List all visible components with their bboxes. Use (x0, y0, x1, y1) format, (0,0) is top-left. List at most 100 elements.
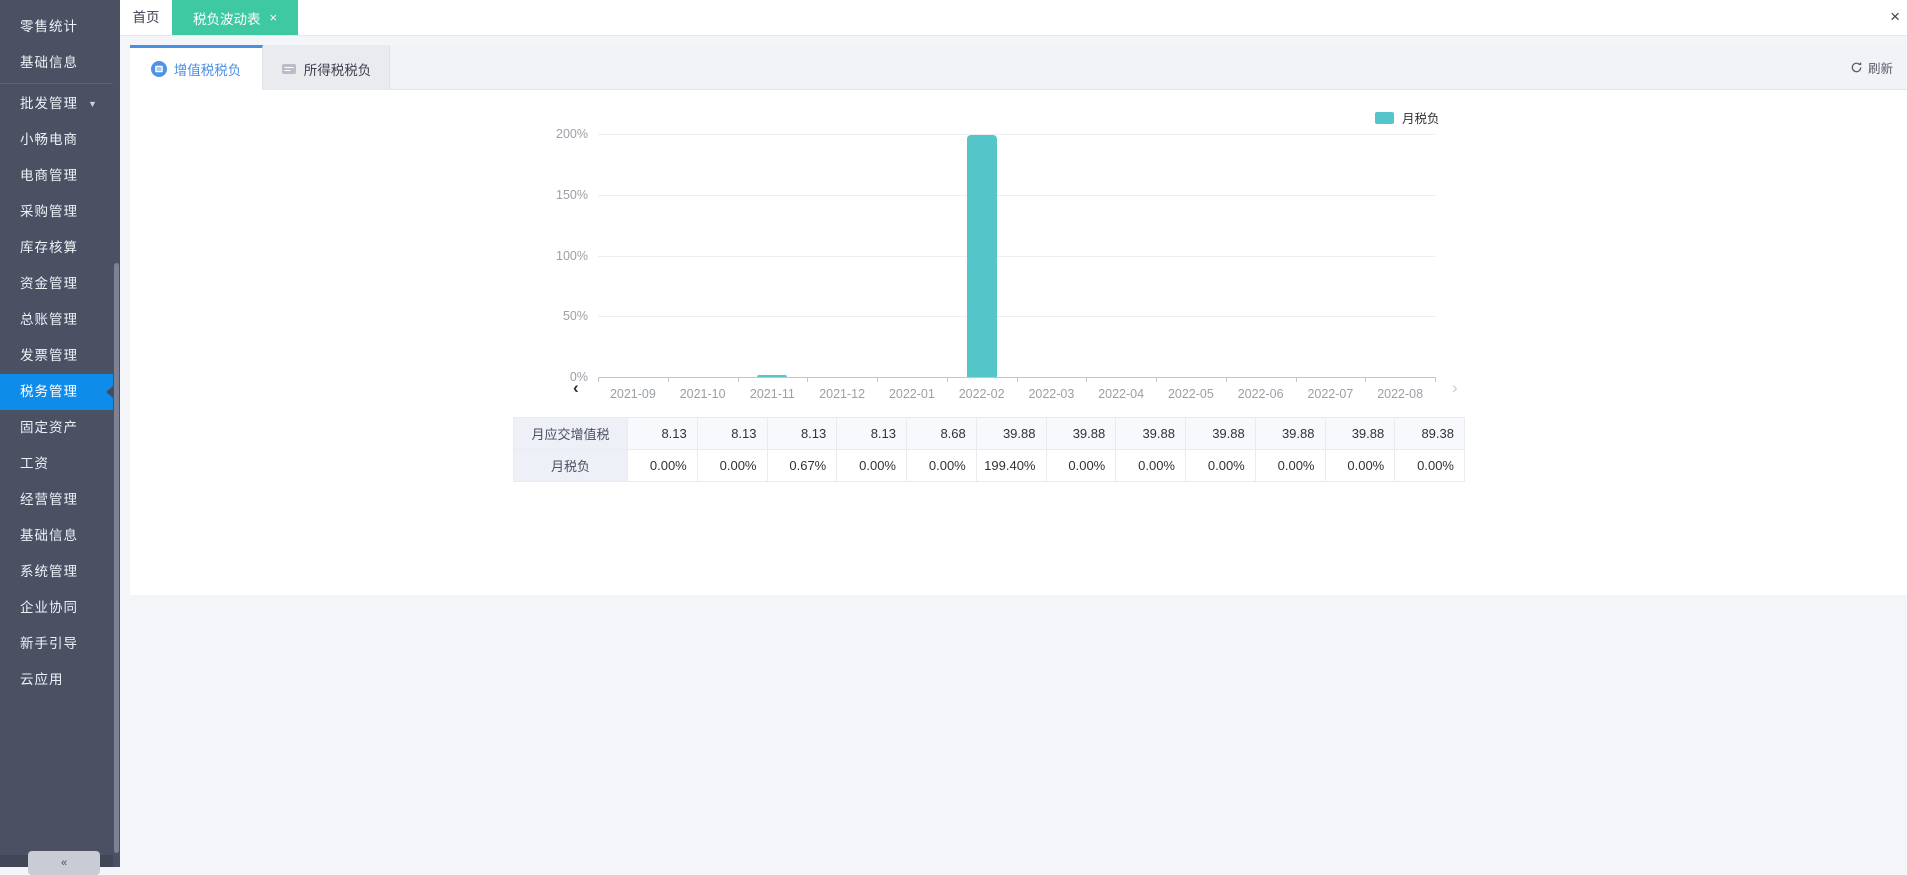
sidebar-item-basic-information-2[interactable]: 基础信息 (0, 518, 113, 554)
x-axis-tick (1295, 377, 1297, 382)
sidebar-item-inventory-accounting[interactable]: 库存核算 (0, 230, 113, 266)
sidebar-item-label: 小畅电商 (20, 132, 78, 147)
content-panel: 增值税税负 所得税税负 (130, 45, 1907, 595)
legend-item[interactable]: 月税负 (1375, 108, 1440, 127)
sidebar-item-label: 库存核算 (20, 240, 78, 255)
sidebar-item-label: 采购管理 (20, 204, 78, 219)
table-cell: 0.00% (836, 449, 907, 482)
table-cell: 0.00% (1324, 449, 1396, 482)
sidebar-scrollbar-thumb[interactable] (114, 263, 119, 853)
caret-down-icon: ▼ (88, 99, 98, 109)
y-axis-label: 150% (556, 187, 588, 202)
sidebar-item-label: 经营管理 (20, 492, 78, 507)
table-cell: 8.13 (696, 417, 768, 450)
data-table: 月应交增值税 8.13 8.13 8.13 8.13 8.68 39.88 39.88 39.8… (513, 417, 1465, 482)
gridline (598, 255, 1435, 257)
tab-close-icon[interactable]: × (269, 10, 278, 25)
sidebar-item-invoice-management[interactable]: 发票管理 (0, 338, 113, 374)
sidebar-collapse-button[interactable]: « (28, 851, 100, 875)
x-axis-label: 2021-09 (609, 387, 656, 401)
table-cell: 0.00% (1254, 449, 1326, 482)
tab-tax-fluctuation-label: 税负波动表 (192, 11, 261, 27)
sidebar-item-label: 工资 (20, 456, 49, 471)
table-cell: 39.88 (1254, 417, 1326, 450)
sidebar-item-label: 系统管理 (20, 564, 78, 579)
sidebar-scrollbar[interactable] (113, 0, 120, 867)
x-axis-tick (946, 377, 948, 382)
tab-tax-fluctuation[interactable]: 税负波动表 × (172, 0, 298, 35)
x-axis-label: 2022-04 (1098, 387, 1145, 401)
vat-tab-icon (150, 60, 167, 77)
sidebar-item-general-ledger[interactable]: 总账管理 (0, 302, 113, 338)
subtab-bar: 增值税税负 所得税税负 (130, 45, 1907, 90)
y-axis-label: 0% (569, 370, 588, 384)
sidebar-item-ecommerce-management[interactable]: 电商管理 (0, 158, 113, 194)
income-tax-tab-icon (281, 61, 297, 77)
table-cell: 0.67% (766, 449, 838, 482)
refresh-button[interactable]: 刷新 (1850, 58, 1893, 77)
pager-next-icon[interactable]: › (1452, 378, 1458, 397)
table-cell: 0.00% (1185, 449, 1256, 482)
sidebar-item-capital-management[interactable]: 资金管理 (0, 266, 113, 302)
sidebar-item-system-management[interactable]: 系统管理 (0, 554, 113, 590)
sidebar-item-business-management[interactable]: 经营管理 (0, 482, 113, 518)
x-axis-tick (807, 377, 809, 382)
y-axis-label: 200% (556, 127, 588, 141)
table-cell: 8.13 (766, 417, 838, 450)
sidebar-item-tax-management[interactable]: 税务管理 (0, 374, 113, 410)
chart-panel: 月税负 0% 50% 100% 150% 200% 2021-09 2021-10 2021… (130, 90, 1907, 595)
sidebar-item-beginner-guide[interactable]: 新手引导 (0, 626, 113, 662)
table-cell: 89.38 (1394, 417, 1465, 450)
sidebar-item-label: 云应用 (20, 672, 64, 687)
sidebar-item-label: 总账管理 (20, 312, 78, 327)
sidebar-divider (0, 83, 113, 84)
sidebar-item-cloud-apps[interactable]: 云应用 (0, 662, 113, 698)
table-cell: 0.00% (627, 449, 698, 482)
sidebar-item-label: 电商管理 (20, 168, 78, 183)
x-axis-label: 2021-11 (749, 387, 795, 401)
table-cell: 8.13 (836, 417, 907, 450)
table-cell: 199.40% (975, 449, 1047, 482)
x-axis-label: 2022-02 (958, 387, 1005, 401)
sidebar-item-label: 发票管理 (20, 348, 78, 363)
sidebar-item-payroll[interactable]: 工资 (0, 446, 113, 482)
sidebar-item-basic-information[interactable]: 基础信息 (0, 45, 113, 81)
x-axis-label: 2022-01 (888, 387, 935, 401)
table-cell: 8.13 (627, 417, 698, 450)
bar-chart-plot (598, 134, 1436, 382)
sidebar-item-purchase-management[interactable]: 采购管理 (0, 194, 113, 230)
refresh-label: 刷新 (1867, 61, 1893, 76)
table-cell: 39.88 (1185, 417, 1256, 450)
vat-tab-label: 增值税税负 (173, 62, 242, 78)
table-cell: 8.68 (906, 417, 977, 450)
sidebar-menu: 零售统计 基础信息 批发管理 ▼ 小畅电商 电商管理 采购管理 库存核算 资金管理 总账管理 发票管… (0, 0, 120, 698)
x-axis-tick (598, 377, 599, 382)
window-tab-bar: 首页 税负波动表 × × (120, 0, 1907, 36)
bar-2021-11[interactable] (757, 375, 788, 377)
sidebar-item-label: 零售统计 (20, 19, 78, 34)
tab-income-tax-burden[interactable]: 所得税税负 (263, 45, 390, 90)
legend-swatch (1375, 111, 1394, 124)
sidebar-item-xiaochang-ecommerce[interactable]: 小畅电商 (0, 122, 113, 158)
x-axis-label: 2021-12 (819, 387, 866, 401)
x-axis-tick (667, 377, 669, 382)
gridline (598, 194, 1435, 196)
sidebar-item-label: 固定资产 (20, 420, 78, 435)
bar-2022-02[interactable] (966, 134, 997, 377)
sidebar-item-retail-statistics[interactable]: 零售统计 (0, 9, 113, 45)
sidebar-item-fixed-assets[interactable]: 固定资产 (0, 410, 113, 446)
sidebar-item-enterprise-collaboration[interactable]: 企业协同 (0, 590, 113, 626)
sidebar-item-label: 资金管理 (20, 276, 78, 291)
table-cell: 0.00% (696, 449, 768, 482)
x-axis-tick (1365, 377, 1367, 382)
tab-vat-burden[interactable]: 增值税税负 (130, 45, 263, 90)
pager-prev-icon[interactable]: ‹ (573, 378, 579, 397)
tab-home[interactable]: 首页 (132, 10, 160, 25)
window-close-icon[interactable]: × (1890, 7, 1900, 26)
sidebar-item-wholesale-management[interactable]: 批发管理 ▼ (0, 86, 113, 122)
x-axis-tick (1016, 377, 1018, 382)
table-cell: 39.88 (1115, 417, 1186, 450)
sidebar-item-label: 批发管理 (20, 96, 78, 111)
sidebar: 零售统计 基础信息 批发管理 ▼ 小畅电商 电商管理 采购管理 库存核算 资金管理 总账管理 发票管… (0, 0, 120, 875)
y-axis-label: 100% (556, 248, 588, 263)
